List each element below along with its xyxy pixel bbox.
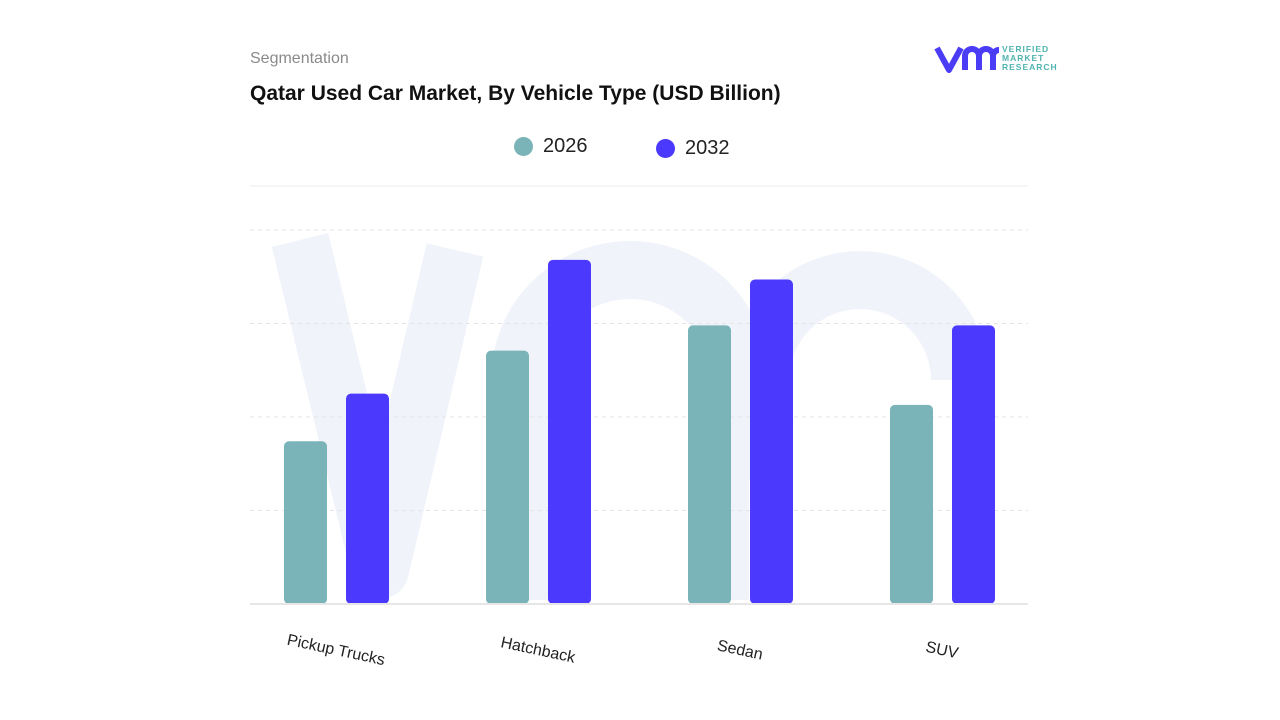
- watermark-icon: [271, 233, 989, 600]
- bar-suv-2032[interactable]: [952, 325, 995, 604]
- bar-pickup-trucks-2026[interactable]: [284, 441, 327, 604]
- bar-hatchback-2026[interactable]: [486, 350, 529, 604]
- x-tick-label: Hatchback: [499, 634, 577, 667]
- segment-label: Segmentation: [250, 50, 349, 67]
- bar-sedan-2032[interactable]: [750, 279, 793, 604]
- logo-line-3: RESEARCH: [1002, 62, 1058, 72]
- chart-title: Qatar Used Car Market, By Vehicle Type (…: [250, 82, 781, 105]
- legend-item-2032[interactable]: 2032: [656, 137, 730, 160]
- legend-label: 2032: [685, 137, 730, 159]
- legend-label: 2026: [543, 135, 588, 157]
- bar-hatchback-2032[interactable]: [548, 259, 591, 604]
- x-tick-label: SUV: [924, 639, 960, 663]
- legend-dot-icon: [514, 137, 533, 156]
- logo-text: VERIFIED MARKET RESEARCH: [1002, 45, 1058, 72]
- logo-line-1: VERIFIED: [1002, 44, 1050, 54]
- legend-item-2026[interactable]: 2026: [514, 135, 588, 158]
- x-tick-label: Sedan: [716, 637, 765, 663]
- legend-dot-icon: [656, 139, 675, 158]
- x-tick-label: Pickup Trucks: [285, 632, 386, 669]
- vmr-logo-icon: [934, 46, 1000, 73]
- bar-sedan-2026[interactable]: [688, 325, 731, 604]
- bar-pickup-trucks-2032[interactable]: [346, 393, 389, 604]
- bar-suv-2026[interactable]: [890, 404, 933, 604]
- logo-line-2: MARKET: [1002, 53, 1045, 63]
